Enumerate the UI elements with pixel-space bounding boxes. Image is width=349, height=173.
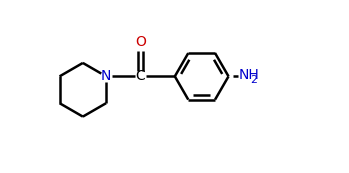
Text: O: O [135, 35, 146, 49]
Text: NH: NH [238, 68, 259, 82]
Text: 2: 2 [250, 75, 257, 85]
Text: C: C [135, 69, 145, 83]
Text: N: N [101, 69, 111, 83]
